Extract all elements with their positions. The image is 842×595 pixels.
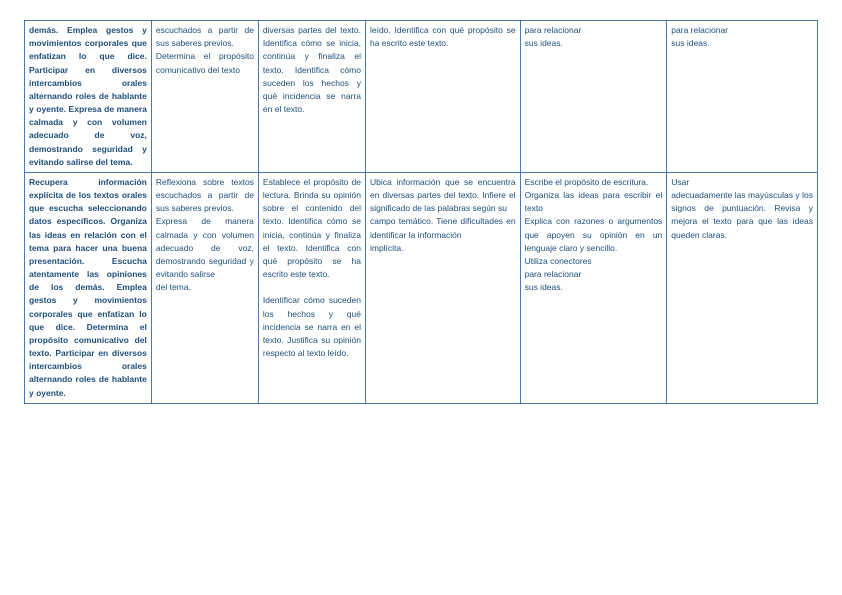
table-cell: leído. Identifica con qué propósito se h… bbox=[365, 21, 520, 173]
table-cell: Reflexiona sobre textos escuchados a par… bbox=[151, 172, 258, 403]
table-cell: escuchados a partir de sus saberes previ… bbox=[151, 21, 258, 173]
table-cell: demás. Emplea gestos y movimientos corpo… bbox=[25, 21, 152, 173]
curriculum-table: demás. Emplea gestos y movimientos corpo… bbox=[24, 20, 818, 404]
table-row: Recupera información explícita de los te… bbox=[25, 172, 818, 403]
table-cell: Escribe el propósito de escritura.Organi… bbox=[520, 172, 667, 403]
table-cell: Ubica información que se encuentra en di… bbox=[365, 172, 520, 403]
table-cell: Usaradecuadamente las mayúsculas y los s… bbox=[667, 172, 818, 403]
table-row: demás. Emplea gestos y movimientos corpo… bbox=[25, 21, 818, 173]
table-cell: para relacionarsus ideas. bbox=[667, 21, 818, 173]
table-cell: Establece el propósito de lectura. Brind… bbox=[258, 172, 365, 403]
table-cell: para relacionarsus ideas. bbox=[520, 21, 667, 173]
table-cell: diversas partes del texto. Identifica có… bbox=[258, 21, 365, 173]
table-cell: Recupera información explícita de los te… bbox=[25, 172, 152, 403]
